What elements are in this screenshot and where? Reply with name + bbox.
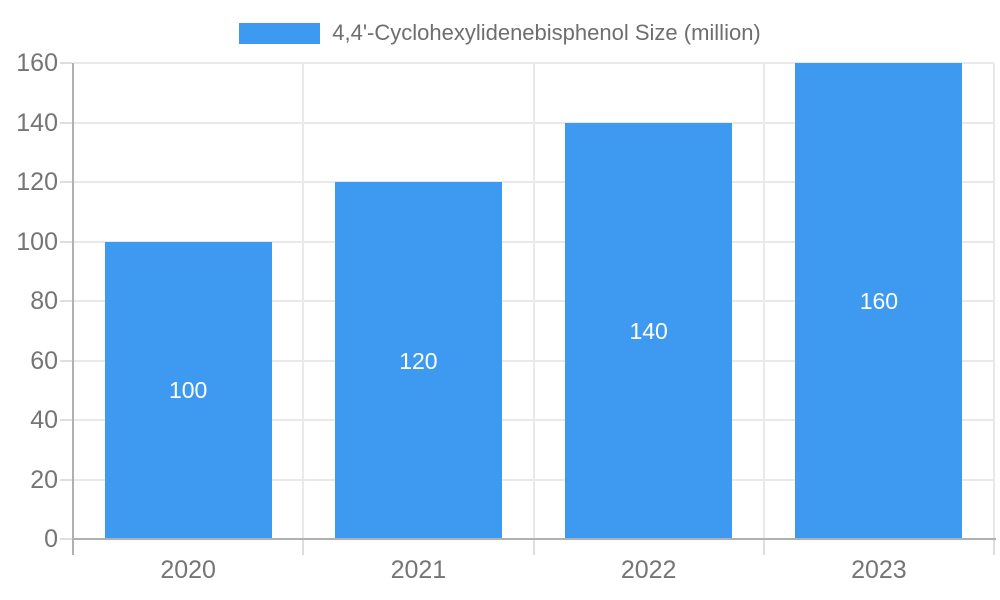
y-axis-tick <box>60 419 72 421</box>
y-axis-tick-label: 160 <box>16 49 58 77</box>
gridline-vertical <box>993 63 995 539</box>
x-axis-tick-label: 2022 <box>620 556 677 584</box>
bar-2021[interactable]: 120 <box>334 182 502 539</box>
y-axis-tick <box>60 240 72 243</box>
y-axis-tick-label: 60 <box>30 346 58 375</box>
gridline-vertical <box>532 63 535 539</box>
x-axis-tick <box>762 540 765 555</box>
bar-2020[interactable]: 100 <box>104 241 272 539</box>
y-axis-tick <box>60 62 72 64</box>
y-axis-line <box>72 63 74 555</box>
y-axis-tick-label: 40 <box>30 406 58 434</box>
y-axis-tick-label: 80 <box>30 287 58 315</box>
x-axis-line <box>73 538 996 540</box>
gridline-vertical <box>302 63 305 539</box>
y-axis-tick <box>60 181 72 183</box>
x-axis-tick-label: 2021 <box>390 556 447 584</box>
bar-value-label: 100 <box>168 377 208 404</box>
bar-2023[interactable]: 160 <box>795 63 963 539</box>
y-axis-tick-label: 20 <box>30 465 58 494</box>
bar-value-label: 120 <box>399 347 438 374</box>
x-axis-tick-label: 2020 <box>160 556 216 584</box>
y-axis-tick <box>60 538 72 540</box>
y-axis-tick <box>60 300 72 302</box>
x-axis-tick-label: 2023 <box>851 556 907 584</box>
legend-swatch-icon <box>239 22 321 44</box>
y-axis-tick-label: 120 <box>16 168 58 196</box>
bar-value-label: 140 <box>629 317 668 344</box>
legend-label: 4,4'-Cyclohexylidenebisphenol Size (mill… <box>332 20 761 45</box>
x-axis-tick <box>993 540 995 555</box>
bar-value-label: 160 <box>859 288 899 314</box>
x-axis-tick <box>532 540 535 555</box>
y-axis-tick <box>60 359 72 362</box>
legend[interactable]: 4,4'-Cyclohexylidenebisphenol Size (mill… <box>0 20 1000 46</box>
bar-2022[interactable]: 140 <box>565 122 733 539</box>
plot-area: 100 120 140 160 <box>73 62 995 539</box>
y-axis-tick <box>60 478 72 481</box>
gridline-vertical <box>762 63 765 539</box>
y-axis-tick-label: 100 <box>16 227 58 256</box>
y-axis-tick-label: 140 <box>16 108 58 137</box>
y-axis-tick-label: 0 <box>44 525 58 553</box>
y-axis-tick <box>60 121 72 124</box>
x-axis-tick <box>302 540 305 555</box>
